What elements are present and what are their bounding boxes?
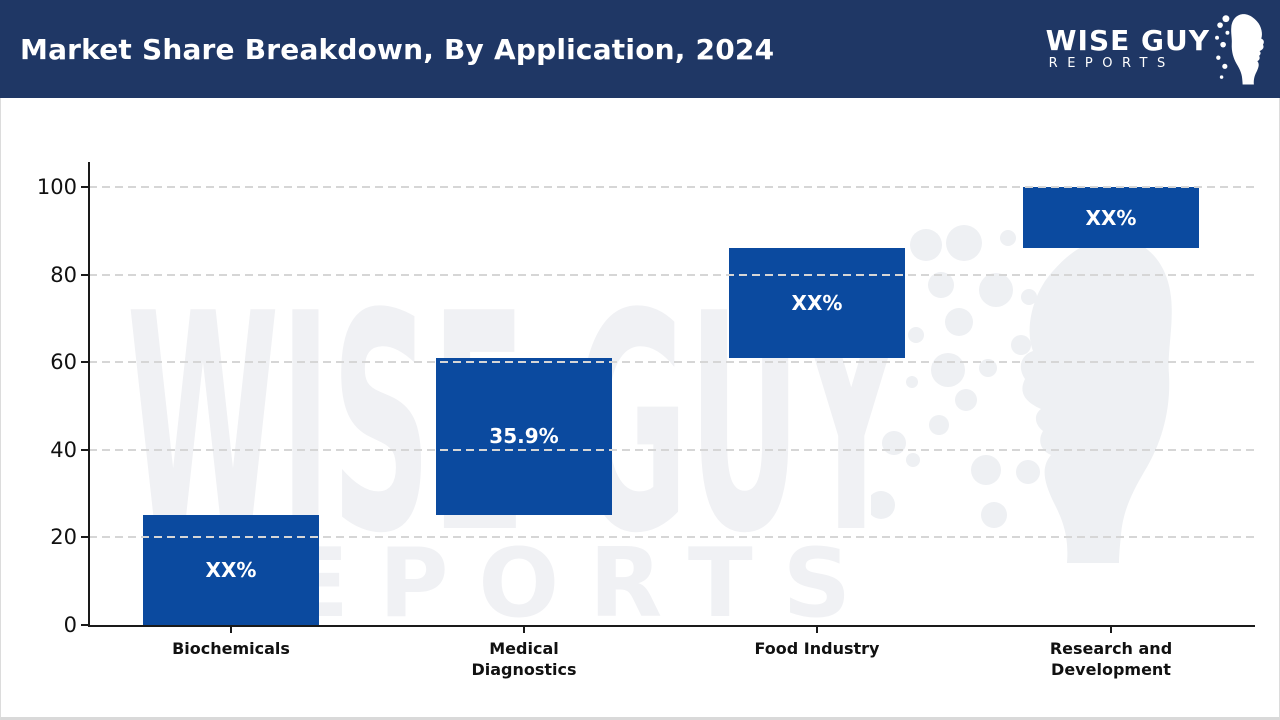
y-tick-label-100: 100 <box>36 175 77 199</box>
x-axis-category-label-line: Diagnostics <box>471 660 577 679</box>
bar-value-label: XX% <box>205 558 257 583</box>
brand-logo: WISE GUY REPORTS <box>1046 11 1266 87</box>
y-tick-label-0: 0 <box>63 613 77 637</box>
header-bar: Market Share Breakdown, By Application, … <box>0 0 1280 98</box>
x-tick-2 <box>523 627 525 633</box>
gridline-40 <box>89 448 1254 451</box>
x-tick-1 <box>230 627 232 633</box>
y-tick-20 <box>81 536 88 539</box>
x-axis-category-label: Medical Diagnostics <box>404 638 644 680</box>
bar-value-label: XX% <box>791 291 843 316</box>
y-tick-40 <box>81 448 88 451</box>
waterfall-bar-3: XX% <box>729 248 905 358</box>
x-tick-3 <box>816 627 818 633</box>
x-axis-category-label-line: Development <box>1051 660 1171 679</box>
gridline-100 <box>89 186 1254 188</box>
gridline-80 <box>89 273 1254 276</box>
y-tick-label-80: 80 <box>50 262 77 287</box>
x-axis-category-label-line: Biochemicals <box>172 639 290 658</box>
y-tick-label-20: 20 <box>50 525 77 550</box>
brand-head-icon <box>1215 14 1264 85</box>
waterfall-bar-4: XX% <box>1023 187 1199 249</box>
y-tick-label-60: 60 <box>50 350 77 375</box>
waterfall-bar-1: XX% <box>143 515 319 625</box>
y-tick-60 <box>81 361 88 364</box>
gridline-60 <box>89 361 1254 364</box>
page-title: Market Share Breakdown, By Application, … <box>20 32 775 66</box>
y-tick-label-40: 40 <box>50 437 77 462</box>
bar-value-label: 35.9% <box>489 424 559 449</box>
y-axis-line <box>88 162 90 627</box>
x-axis-category-label: Biochemicals <box>111 638 351 659</box>
x-axis-category-label-line: Research and <box>1049 639 1173 658</box>
y-tick-80 <box>81 273 88 276</box>
brand-wordmark-line1: WISE GUY <box>1045 24 1210 57</box>
y-tick-0 <box>81 624 88 626</box>
x-axis-category-label: Research and Development <box>991 638 1231 680</box>
bar-value-label: XX% <box>1085 205 1137 230</box>
brand-wordmark-line2: REPORTS <box>1048 56 1175 71</box>
x-axis-line <box>88 625 1255 627</box>
gridline-20 <box>89 536 1254 539</box>
waterfall-bar-2: 35.9% <box>436 357 612 516</box>
x-axis-category-label-line: Medical <box>489 639 559 658</box>
x-axis-category-label-line: Food Industry <box>754 639 880 658</box>
brand-wordmark: WISE GUY REPORTS <box>1046 26 1210 72</box>
x-axis-category-label: Food Industry <box>697 638 937 659</box>
y-tick-100 <box>81 186 88 188</box>
x-tick-4 <box>1110 627 1112 633</box>
